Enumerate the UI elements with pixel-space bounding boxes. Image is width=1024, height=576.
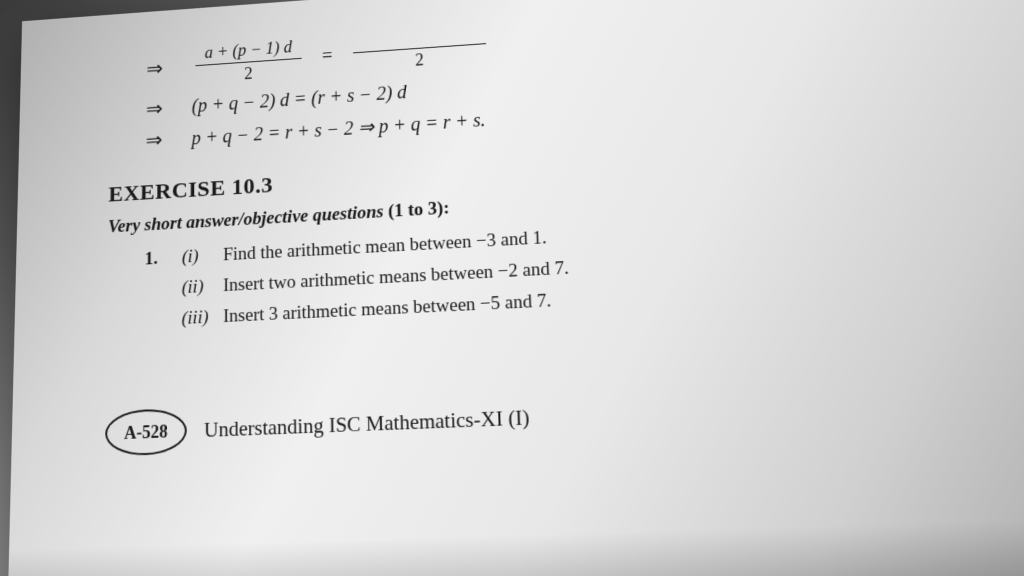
sub-number: (i) bbox=[182, 245, 223, 268]
equals-sign: = bbox=[322, 46, 333, 68]
page-footer: A-528 Understanding ISC Mathematics-XI (… bbox=[105, 375, 999, 456]
fraction-den: 2 bbox=[244, 62, 252, 84]
sub-number: (ii) bbox=[182, 276, 223, 299]
page-shadow bbox=[6, 518, 1024, 576]
subtitle-range: (1 to 3): bbox=[388, 198, 450, 222]
fraction-den-right: 2 bbox=[415, 48, 424, 70]
fraction-left: a + (p − 1) d 2 bbox=[195, 37, 301, 87]
fraction-right: 2 bbox=[353, 26, 487, 75]
implies-arrow: ⇒ bbox=[146, 96, 174, 122]
subtitle-prefix: Very short answer/objective questions bbox=[108, 202, 384, 237]
textbook-page: ⇒ a + (p − 1) d 2 = 2 ⇒ (p + q − 2) d = … bbox=[7, 0, 1024, 576]
sub-number: (iii) bbox=[182, 307, 224, 330]
derivation-block: ⇒ a + (p − 1) d 2 = 2 ⇒ (p + q − 2) d = … bbox=[146, 0, 970, 153]
question-number: 1. bbox=[145, 247, 182, 270]
equation-text: (p + q − 2) d = (r + s − 2) d bbox=[192, 82, 407, 118]
page-badge: A-528 bbox=[105, 408, 187, 457]
question-number-blank bbox=[144, 278, 182, 301]
question-number-blank bbox=[144, 309, 182, 332]
implies-arrow: ⇒ bbox=[146, 55, 173, 80]
footer-text: Understanding ISC Mathematics-XI (I) bbox=[204, 405, 530, 443]
implies-arrow: ⇒ bbox=[146, 127, 174, 153]
